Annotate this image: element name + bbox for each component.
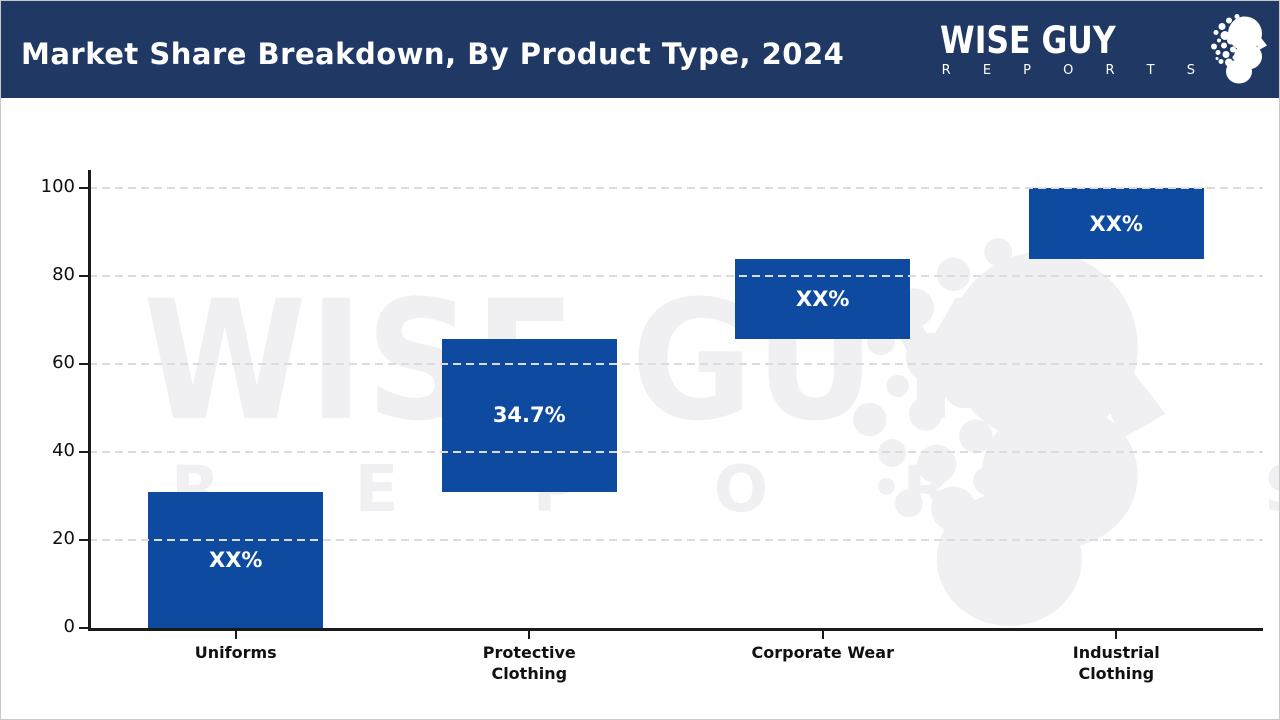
y-tick-label-80: 80	[52, 264, 75, 285]
bar-uniforms: XX%	[148, 491, 324, 628]
x-tick-industrial-clothing	[1115, 630, 1118, 639]
y-tick-0	[79, 627, 89, 629]
y-tick-40	[79, 451, 89, 453]
y-tick-label-40: 40	[52, 440, 75, 461]
x-tick-protective-clothing	[528, 630, 531, 639]
gridline-100	[89, 187, 1263, 189]
brand-name: WISE GUY	[939, 19, 1116, 62]
bar-corporate-wear: XX%	[735, 259, 911, 339]
watermark-brand-line2: R E P O R T S	[171, 453, 1280, 527]
x-axis-line	[88, 628, 1263, 631]
y-tick-label-20: 20	[52, 528, 75, 549]
y-tick-60	[79, 363, 89, 365]
watermark-brand-line1: WISE GUY	[143, 265, 987, 457]
bar-value-label: XX%	[209, 547, 263, 572]
brand-logo-text: WISE GUY R E P O R T S	[940, 22, 1209, 78]
y-tick-20	[79, 539, 89, 541]
x-tick-label-uniforms: Uniforms	[194, 643, 277, 662]
bar-industrial-clothing: XX%	[1028, 188, 1204, 260]
bar-value-label: XX%	[796, 287, 850, 312]
bar-value-label: XX%	[1089, 211, 1143, 236]
y-axis-line	[88, 170, 91, 631]
x-tick-label-corporate-wear: Corporate Wear	[751, 643, 894, 662]
gridline-80	[89, 275, 1263, 277]
y-tick-label-60: 60	[52, 352, 75, 373]
x-tick-label-protective-clothing: Protective Clothing	[482, 643, 576, 683]
chart-title: Market Share Breakdown, By Product Type,…	[21, 37, 845, 71]
x-tick-uniforms	[234, 630, 237, 639]
brand-face-icon	[1211, 11, 1271, 89]
bar-protective-clothing: 34.7%	[441, 338, 617, 492]
brand-subname: R E P O R T S	[941, 63, 1209, 78]
y-tick-label-100: 100	[40, 176, 75, 197]
gridline-40	[89, 451, 1263, 453]
x-tick-corporate-wear	[821, 630, 824, 639]
y-tick-100	[79, 187, 89, 189]
gridline-20	[89, 539, 1263, 541]
bar-value-label: 34.7%	[492, 403, 566, 428]
y-tick-label-0: 0	[63, 616, 75, 637]
gridline-60	[89, 363, 1263, 365]
header-bar: Market Share Breakdown, By Product Type,…	[1, 1, 1279, 98]
y-tick-80	[79, 275, 89, 277]
x-tick-label-industrial-clothing: Industrial Clothing	[1072, 643, 1160, 683]
brand-logo: WISE GUY R E P O R T S	[940, 9, 1271, 91]
watermark-text: WISE GUY R E P O R T S	[143, 265, 1280, 527]
